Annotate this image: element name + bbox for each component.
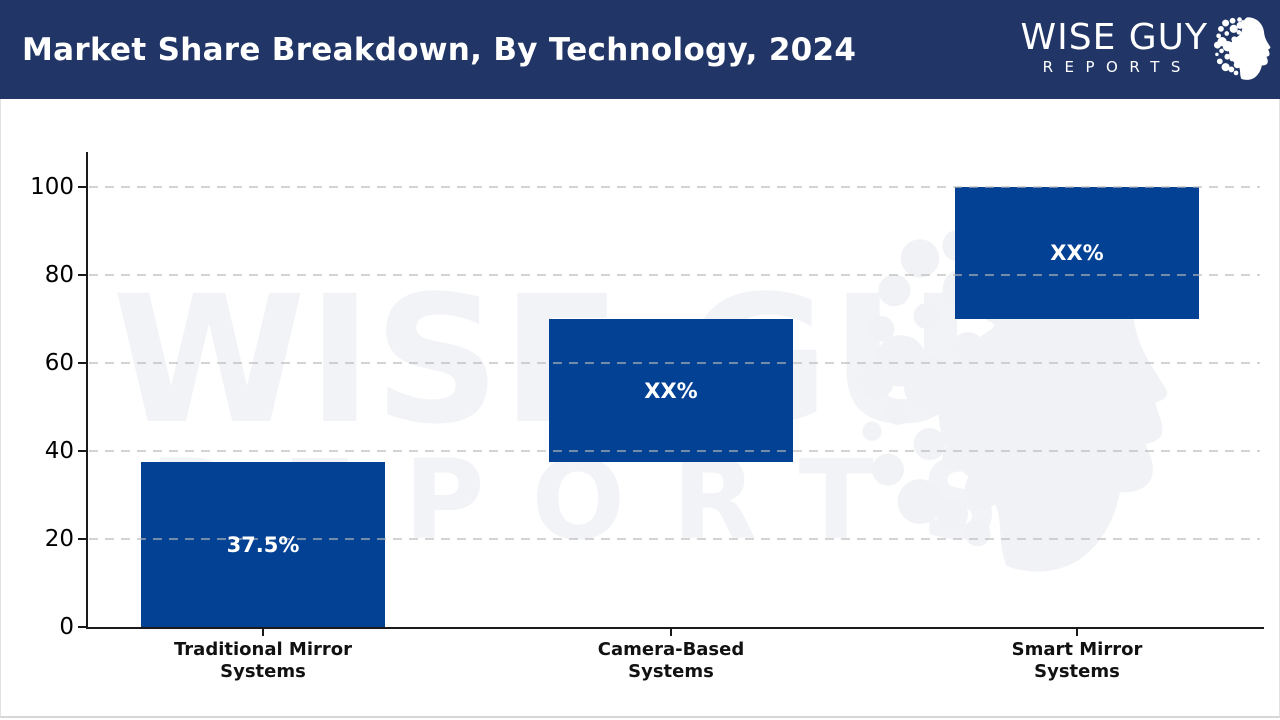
y-axis-line [86,152,88,629]
y-axis-tick-label: 60 [44,350,74,376]
x-axis-tick-mark [670,628,672,636]
y-axis-tick-mark [78,362,87,364]
gridline [89,186,1260,188]
bar-segment [141,462,385,627]
wiseguy-logo: WISE GUY REPORTS [1002,2,1274,97]
x-axis-tick-mark [1076,628,1078,636]
x-axis-category-label: Smart Mirror Systems [1011,639,1143,682]
y-axis-tick-label: 80 [44,262,74,288]
y-axis-tick-label: 20 [44,526,74,552]
x-axis-tick-mark [262,628,264,636]
x-axis-category-label: Traditional Mirror Systems [174,639,352,682]
bar-value-label: 37.5% [226,532,300,557]
bar-value-label: XX% [644,378,698,403]
y-axis-tick-mark [78,450,87,452]
bar-segment [955,187,1199,319]
left-edge-line [0,99,1,717]
chart-title: Market Share Breakdown, By Technology, 2… [22,31,857,68]
bar-value-label: XX% [1050,241,1104,265]
y-axis-tick-mark [78,538,87,540]
y-axis-tick-mark [78,274,87,276]
y-axis-tick-label: 0 [59,614,74,640]
gridline [89,362,1260,364]
x-axis-category-label: Camera-Based Systems [597,639,745,682]
bar-segment [549,319,793,462]
y-axis-tick-mark [78,626,87,628]
wiseguy-face-logo-icon [1214,17,1271,80]
x-axis-line [86,627,1264,629]
y-axis-tick-label: 100 [30,174,74,200]
gridline [89,450,1260,452]
wiseguy-logo-text: WISE GUY REPORTS [1020,17,1209,77]
header-bar: Market Share Breakdown, By Technology, 2… [0,0,1280,99]
y-axis-tick-label: 40 [44,438,74,464]
y-axis-tick-mark [78,186,87,188]
logo-wiseguy-label: WISE GUY [1020,17,1208,58]
gridline [89,274,1260,276]
gridline [89,538,1260,540]
logo-reports-label: REPORTS [1042,58,1192,76]
bottom-edge-line [0,716,1280,718]
